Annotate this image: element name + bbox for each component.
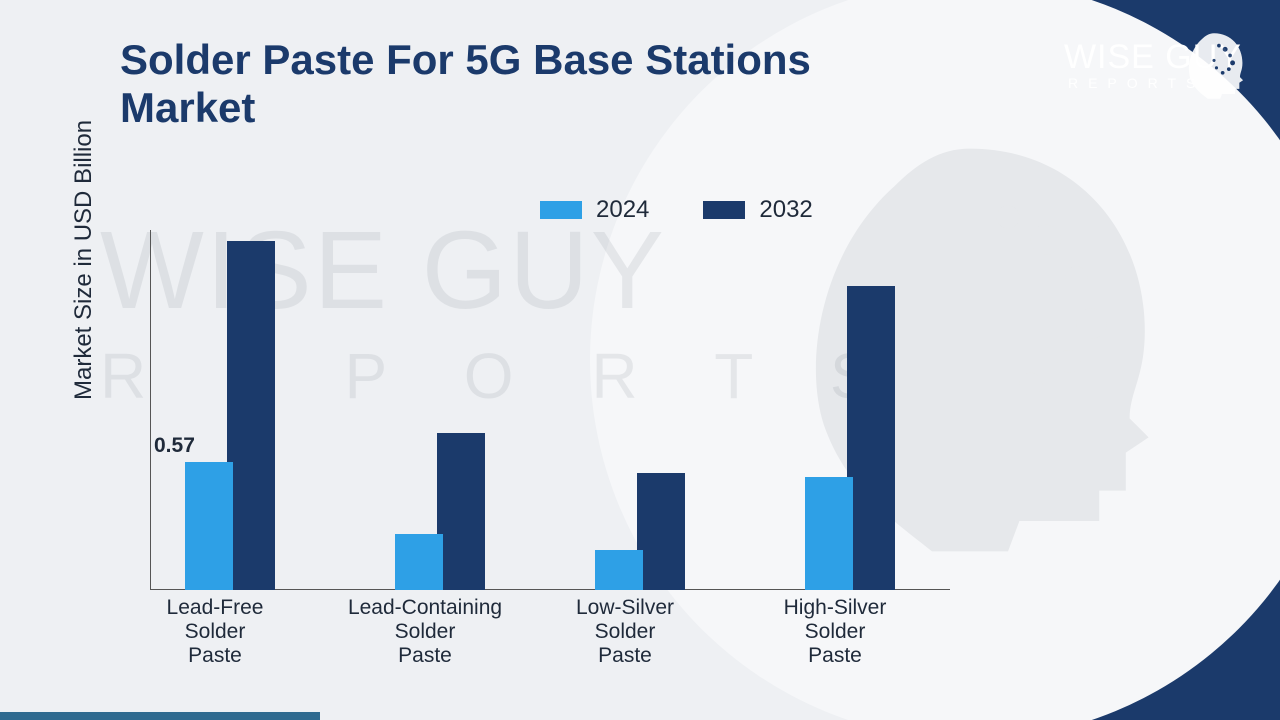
bar-value-label: 0.57 bbox=[154, 434, 195, 458]
chart-plot-area: 0.57 bbox=[150, 230, 950, 590]
bar-group bbox=[560, 473, 720, 590]
legend: 2024 2032 bbox=[540, 196, 813, 224]
legend-item-2032: 2032 bbox=[703, 196, 812, 224]
x-tick-label: Lead-ContainingSolderPaste bbox=[340, 596, 510, 668]
bar-2024 bbox=[595, 550, 643, 590]
x-tick-label: Low-SilverSolderPaste bbox=[540, 596, 710, 668]
x-tick-label: High-SilverSolderPaste bbox=[750, 596, 920, 668]
x-tick-label: Lead-FreeSolderPaste bbox=[130, 596, 300, 668]
legend-label: 2032 bbox=[759, 196, 812, 224]
legend-item-2024: 2024 bbox=[540, 196, 649, 224]
chart-title: Solder Paste For 5G Base Stations Market bbox=[120, 36, 840, 133]
bar-2032 bbox=[637, 473, 685, 590]
bar-2032 bbox=[847, 286, 895, 590]
bar-2024 bbox=[805, 477, 853, 590]
bar-group bbox=[770, 286, 930, 590]
bar-2024 bbox=[395, 534, 443, 590]
legend-label: 2024 bbox=[596, 196, 649, 224]
legend-swatch-2024 bbox=[540, 201, 582, 219]
bar-group: 0.57 bbox=[150, 241, 310, 590]
bar-group bbox=[360, 433, 520, 590]
bar-2032 bbox=[227, 241, 275, 590]
brand-logo: WISE GUY REPORTS bbox=[1064, 38, 1242, 91]
y-axis-label: Market Size in USD Billion bbox=[70, 120, 98, 400]
bar-2024 bbox=[185, 462, 233, 590]
bottom-accent-bar bbox=[0, 712, 320, 720]
bar-2032 bbox=[437, 433, 485, 590]
logo-head-icon bbox=[1180, 32, 1248, 100]
legend-swatch-2032 bbox=[703, 201, 745, 219]
